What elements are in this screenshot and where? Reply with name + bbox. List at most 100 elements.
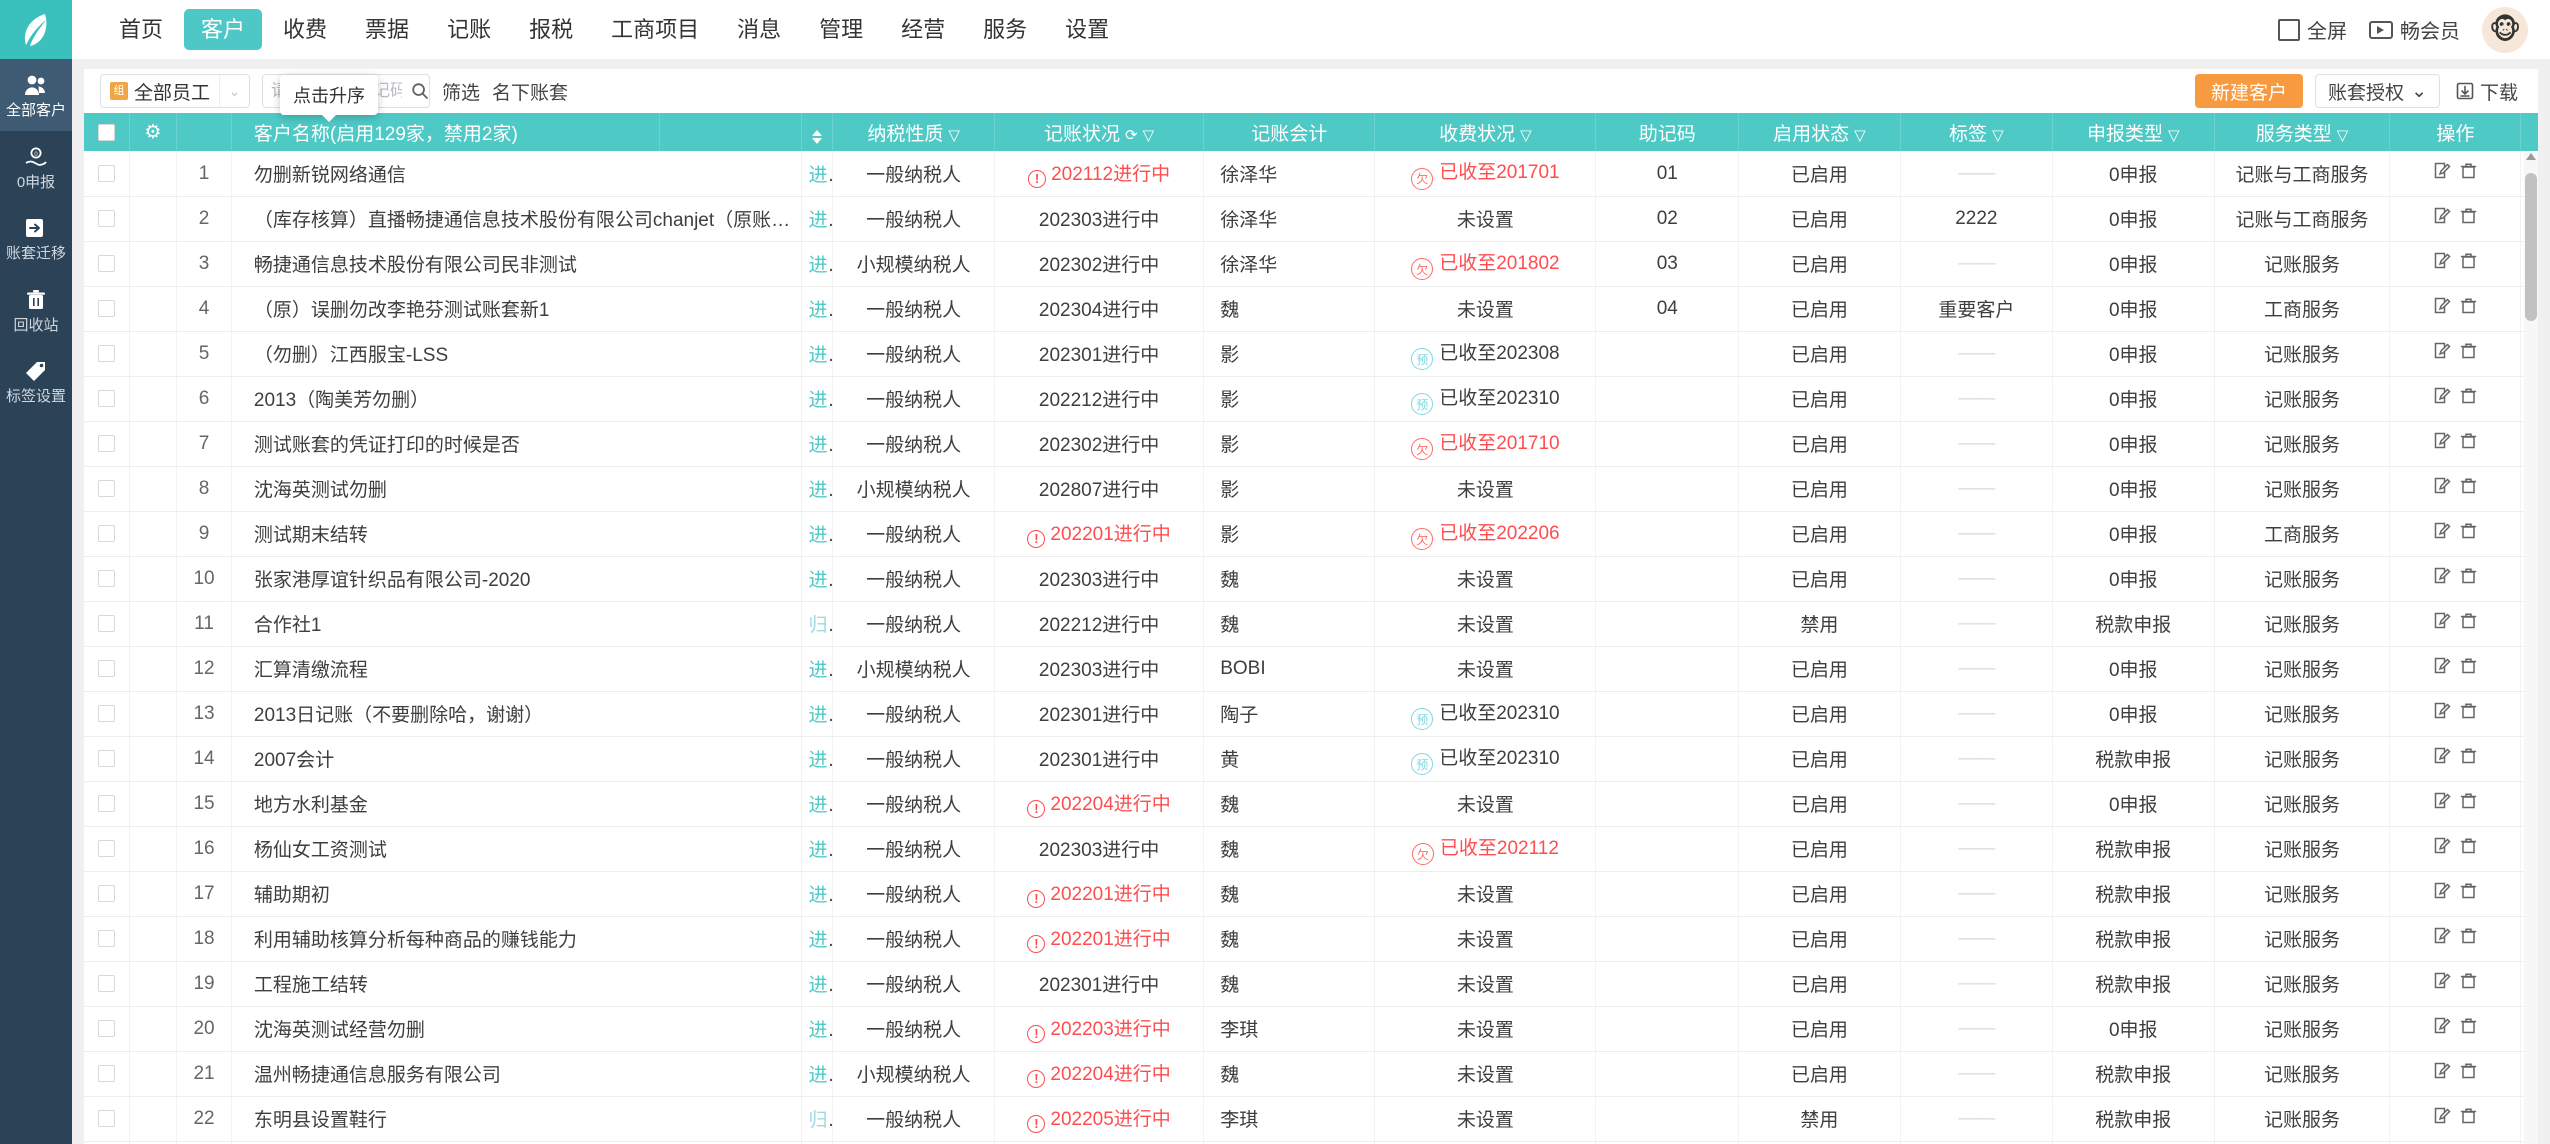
customer-name-cell[interactable]: 2013日记账（不要删除哈，谢谢） xyxy=(231,691,803,737)
delete-icon[interactable] xyxy=(2455,431,2481,456)
nav-item-6[interactable]: 工商项目 xyxy=(611,16,700,42)
edit-icon[interactable] xyxy=(2429,1106,2455,1131)
enter-book-link-cell[interactable]: 进账簿 xyxy=(801,781,834,827)
customer-name-cell[interactable]: 沈海英测试经营勿删 xyxy=(231,1006,803,1052)
enter-book-link[interactable]: 进账簿 xyxy=(808,525,831,547)
row-checkbox-cell[interactable] xyxy=(84,376,130,422)
enter-book-link[interactable]: 进账簿 xyxy=(808,165,831,187)
enter-book-link[interactable]: 进账簿 xyxy=(808,300,831,322)
row-checkbox[interactable] xyxy=(97,1020,115,1038)
delete-icon[interactable] xyxy=(2455,1061,2481,1086)
operations-cell[interactable] xyxy=(2389,376,2522,422)
row-checkbox[interactable] xyxy=(97,705,115,723)
customer-name-cell[interactable]: （库存核算）直播畅捷通信息技术股份有限公司chanjet（原账套） xyxy=(231,196,803,242)
edit-icon[interactable] xyxy=(2429,881,2455,906)
operations-cell[interactable] xyxy=(2389,826,2522,872)
nav-item-8[interactable]: 管理 xyxy=(819,16,864,42)
nav-item-3[interactable]: 票据 xyxy=(365,16,410,42)
edit-icon[interactable] xyxy=(2429,1016,2455,1041)
table-row[interactable]: 4（原）误删勿改李艳芬测试账套新1进账簿一般纳税人 202304进行中 魏 未设置 04… xyxy=(84,286,2538,332)
table-row[interactable]: 62013（陶美芳勿删）进账簿一般纳税人202212进行中影预已收至202310… xyxy=(84,376,2538,422)
operations-cell[interactable] xyxy=(2389,1141,2522,1144)
enter-book-link-cell[interactable]: 进账簿 xyxy=(801,646,834,692)
nav-item-9[interactable]: 经营 xyxy=(901,16,946,42)
customer-name-cell[interactable]: 沈海英测试勿删 xyxy=(231,466,803,512)
row-checkbox[interactable] xyxy=(97,660,115,678)
avatar[interactable]: 🐵 xyxy=(2482,6,2528,53)
employee-select[interactable]: 组 全部员工 ⌄ xyxy=(100,74,250,109)
enter-book-link-cell[interactable]: 进账簿 xyxy=(801,151,834,197)
enter-book-link-cell[interactable]: 进账簿 xyxy=(801,196,834,242)
scroll-up-arrow-icon[interactable] xyxy=(2526,153,2536,161)
delete-icon[interactable] xyxy=(2455,971,2481,996)
row-checkbox-cell[interactable] xyxy=(84,1141,130,1144)
enter-book-link-cell[interactable]: 进账簿 xyxy=(801,376,834,422)
customer-name-cell[interactable]: 地方水利基金 xyxy=(231,781,803,827)
table-row[interactable]: 16杨仙女工资测试进账簿一般纳税人202303进行中魏欠已收至202112已启用… xyxy=(84,826,2538,872)
table-row[interactable]: 22东明县设置鞋行归档一般纳税人!202205进行中李琪未设置禁用——税款申报记… xyxy=(84,1096,2538,1142)
enter-book-link[interactable]: 进账簿 xyxy=(808,345,831,367)
edit-icon[interactable] xyxy=(2429,386,2455,411)
enter-book-link[interactable]: 进账簿 xyxy=(808,480,831,502)
delete-icon[interactable] xyxy=(2455,836,2481,861)
row-checkbox-cell[interactable] xyxy=(84,151,130,197)
row-checkbox-cell[interactable] xyxy=(84,646,130,692)
enter-book-link-cell[interactable]: 进账簿 xyxy=(801,1141,834,1144)
edit-icon[interactable] xyxy=(2429,656,2455,681)
table-row[interactable]: 8沈海英测试勿删进账簿小规模纳税人 202807进行中 影 未设置 已启用 —— 0申报记账… xyxy=(84,466,2538,512)
enter-book-link[interactable]: 进账簿 xyxy=(808,1065,831,1087)
edit-icon[interactable] xyxy=(2429,836,2455,861)
search-icon[interactable] xyxy=(410,82,429,100)
delete-icon[interactable] xyxy=(2455,341,2481,366)
nav-item-11[interactable]: 设置 xyxy=(1065,16,1110,42)
nav-item-5[interactable]: 报税 xyxy=(529,16,574,42)
customer-name-cell[interactable]: 测试账套的凭证打印的时候是否 xyxy=(231,421,803,467)
delete-icon[interactable] xyxy=(2455,1106,2481,1131)
enter-book-link-cell[interactable]: 进账簿 xyxy=(801,286,834,332)
delete-icon[interactable] xyxy=(2455,746,2481,771)
operations-cell[interactable] xyxy=(2389,511,2522,557)
header-settings[interactable]: ⚙ xyxy=(129,113,178,152)
enter-book-link-cell[interactable]: 进账簿 xyxy=(801,511,834,557)
row-checkbox[interactable] xyxy=(97,525,115,543)
edit-icon[interactable] xyxy=(2429,926,2455,951)
download-button[interactable]: 下载 xyxy=(2452,78,2522,105)
nav-item-10[interactable]: 服务 xyxy=(983,16,1028,42)
table-row[interactable]: 9测试期末结转进账簿一般纳税人!202201进行中影欠已收至202206已启用—… xyxy=(84,511,2538,557)
operations-cell[interactable] xyxy=(2389,1096,2522,1142)
enter-book-link[interactable]: 进账簿 xyxy=(808,705,831,727)
customer-name-cell[interactable]: 畅捷通信息技术股份有限公司民非测试 xyxy=(231,241,803,287)
customer-name-cell[interactable]: 2013（陶美芳勿删） xyxy=(231,376,803,422)
enter-book-link-cell[interactable]: 进账簿 xyxy=(801,466,834,512)
enter-book-link[interactable]: 进账簿 xyxy=(808,570,831,592)
operations-cell[interactable] xyxy=(2389,736,2522,782)
row-checkbox-cell[interactable] xyxy=(84,556,130,602)
enter-book-link[interactable]: 进账簿 xyxy=(808,1020,831,1042)
filter-icon[interactable]: ▽ xyxy=(1992,126,2004,144)
row-checkbox[interactable] xyxy=(97,210,115,228)
row-checkbox[interactable] xyxy=(97,255,115,273)
enter-book-link-cell[interactable]: 进账簿 xyxy=(801,736,834,782)
edit-icon[interactable] xyxy=(2429,701,2455,726)
refresh-icon[interactable]: ⟳ xyxy=(1125,126,1138,144)
nav-item-2[interactable]: 收费 xyxy=(283,16,328,42)
delete-icon[interactable] xyxy=(2455,206,2481,231)
operations-cell[interactable] xyxy=(2389,286,2522,332)
row-checkbox[interactable] xyxy=(97,930,115,948)
sidebar-item-migrate[interactable]: 账套迁移 xyxy=(0,202,72,274)
customer-name-cell[interactable]: 东明县设置鞋行 xyxy=(231,1096,803,1142)
customer-name-cell[interactable]: （勿删）江西服宝-LSS xyxy=(231,331,803,377)
table-row[interactable]: 21温州畅捷通信息服务有限公司进账簿小规模纳税人!202204进行中魏未设置已启… xyxy=(84,1051,2538,1097)
enter-book-link[interactable]: 进账簿 xyxy=(808,255,831,277)
customer-name-cell[interactable]: 杨仙女工资测试 xyxy=(231,826,803,872)
delete-icon[interactable] xyxy=(2455,701,2481,726)
row-checkbox[interactable] xyxy=(97,750,115,768)
table-row[interactable]: 7测试账套的凭证打印的时候是否进账簿一般纳税人202302进行中影欠已收至201… xyxy=(84,421,2538,467)
filter-icon[interactable]: ▽ xyxy=(1854,126,1866,144)
sidebar-item-all-customers[interactable]: 全部客户 xyxy=(0,59,72,131)
operations-cell[interactable] xyxy=(2389,781,2522,827)
row-checkbox-cell[interactable] xyxy=(84,466,130,512)
row-checkbox-cell[interactable] xyxy=(84,421,130,467)
customer-name-cell[interactable]: 辅助期初 xyxy=(231,871,803,917)
enter-book-link[interactable]: 归档 xyxy=(808,615,831,637)
